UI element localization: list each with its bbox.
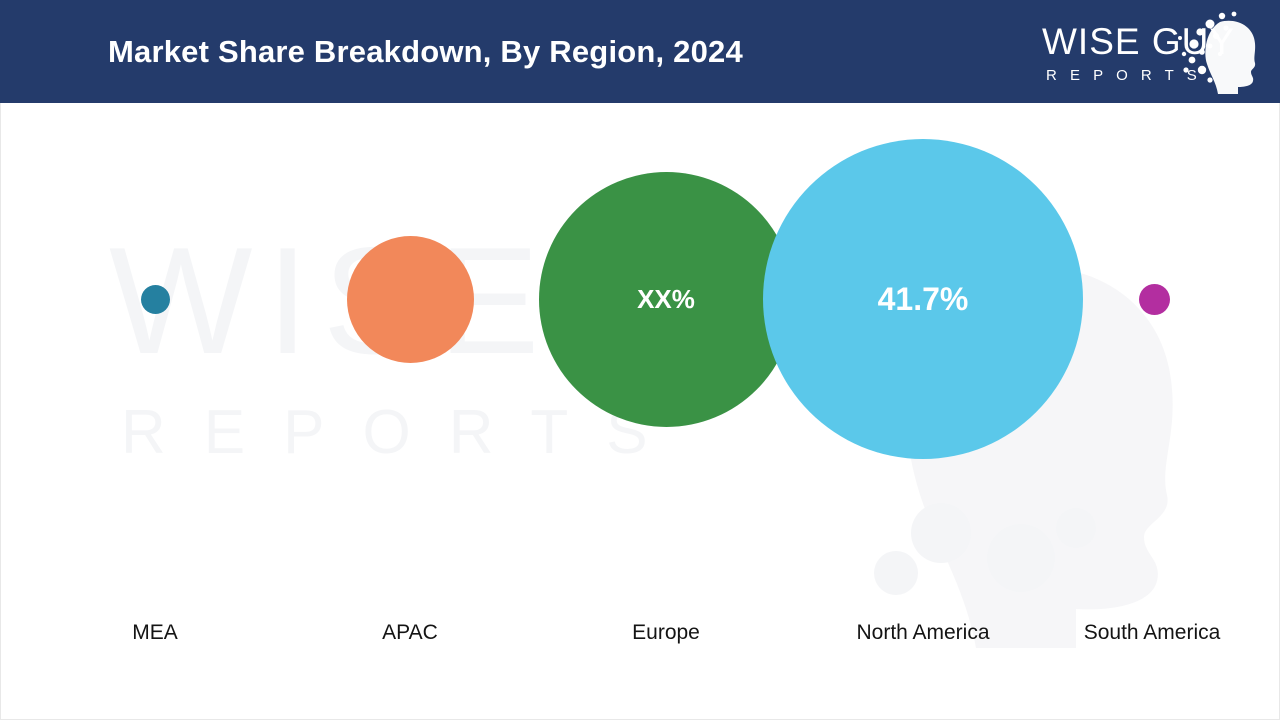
page-title: Market Share Breakdown, By Region, 2024 — [108, 33, 743, 69]
wise-guy-reports-logo: WISE GUY R E P O R T S — [1034, 8, 1266, 96]
category-axis-labels: MEA APAC Europe North America South Amer… — [1, 103, 1279, 719]
header-bar: Market Share Breakdown, By Region, 2024 … — [0, 0, 1280, 103]
bubble-south-america[interactable] — [1138, 283, 1170, 315]
head-profile-dots-icon — [1178, 11, 1256, 94]
bubble-europe[interactable]: XX% — [538, 171, 794, 427]
bubble-value-europe: XX% — [637, 284, 695, 314]
bubble-series: XX% 41.7% — [1, 103, 1279, 719]
bubble-mea[interactable] — [140, 284, 170, 314]
logo-wordmark-primary: WISE GUY — [1042, 21, 1235, 62]
logo-svg: WISE GUY R E P O R T S — [1042, 11, 1256, 94]
bubble-apac[interactable] — [346, 235, 474, 363]
category-label-south-america: South America — [1083, 621, 1221, 644]
bubble-north-america[interactable]: 41.7% — [763, 139, 1083, 459]
category-label-europe: Europe — [632, 621, 700, 644]
chart-canvas: WISE GUY REPORTS XX% 41.7% — [0, 103, 1280, 720]
category-label-north-america: North America — [856, 621, 990, 644]
category-label-mea: MEA — [132, 621, 178, 644]
category-label-apac: APAC — [382, 621, 438, 644]
logo-wordmark-secondary: R E P O R T S — [1046, 67, 1201, 84]
bubble-value-north-america: 41.7% — [877, 281, 969, 317]
